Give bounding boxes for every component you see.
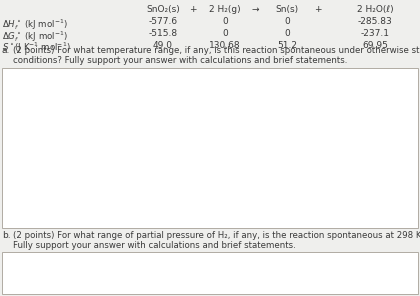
Text: 51.2: 51.2: [277, 41, 297, 50]
Text: -515.8: -515.8: [148, 29, 178, 38]
Text: 69.95: 69.95: [362, 41, 388, 50]
Text: 130.68: 130.68: [209, 41, 241, 50]
Bar: [2, 252, 418, 294]
Text: →: →: [251, 5, 259, 14]
Text: -577.6: -577.6: [148, 17, 178, 26]
Text: -285.83: -285.83: [357, 17, 392, 26]
Text: 0: 0: [222, 17, 228, 26]
Text: Fully support your answer with calculations and brief statements.: Fully support your answer with calculati…: [13, 241, 296, 250]
Text: (2 points) For what range of partial pressure of H₂, if any, is the reaction spo: (2 points) For what range of partial pre…: [13, 231, 420, 240]
Text: $\Delta G^\circ_f$ (kJ mol$^{-1}$): $\Delta G^\circ_f$ (kJ mol$^{-1}$): [2, 29, 68, 44]
Text: 2 H₂(g): 2 H₂(g): [209, 5, 241, 14]
Text: $S^\circ$(J K$^{-1}$ mol$^{-1}$): $S^\circ$(J K$^{-1}$ mol$^{-1}$): [2, 41, 71, 55]
Text: SnO₂(s): SnO₂(s): [146, 5, 180, 14]
Text: 0: 0: [284, 29, 290, 38]
Text: -237.1: -237.1: [360, 29, 389, 38]
Text: a.: a.: [2, 46, 10, 55]
Text: (2 points) For what temperature range, if any, is this reaction spontaneous unde: (2 points) For what temperature range, i…: [13, 46, 420, 55]
Text: 0: 0: [222, 29, 228, 38]
Text: 0: 0: [284, 17, 290, 26]
Text: 49.0: 49.0: [153, 41, 173, 50]
Text: +: +: [189, 5, 197, 14]
Text: $\Delta H^\circ_f$ (kJ mol$^{-1}$): $\Delta H^\circ_f$ (kJ mol$^{-1}$): [2, 17, 68, 32]
Text: +: +: [314, 5, 322, 14]
Bar: [2, 68, 418, 228]
Text: Sn(s): Sn(s): [276, 5, 299, 14]
Text: conditions? Fully support your answer with calculations and brief statements.: conditions? Fully support your answer wi…: [13, 56, 347, 65]
Text: b.: b.: [2, 231, 10, 240]
Text: 2 H₂O(ℓ): 2 H₂O(ℓ): [357, 5, 393, 14]
